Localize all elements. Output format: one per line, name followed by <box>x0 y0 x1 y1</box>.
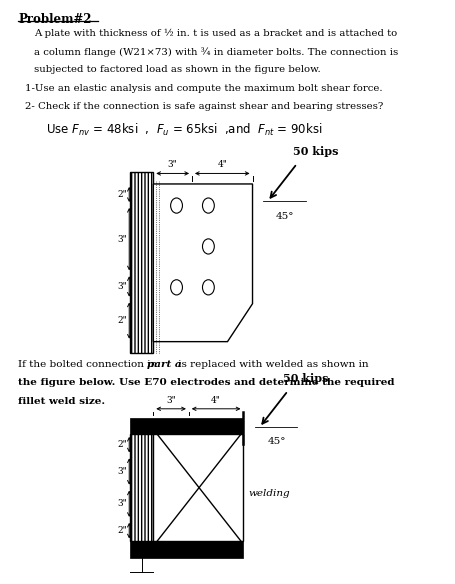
Text: Problem#2: Problem#2 <box>18 13 92 26</box>
Text: 4": 4" <box>211 396 221 405</box>
Text: 3": 3" <box>168 161 177 169</box>
Text: 3": 3" <box>118 282 127 291</box>
Text: 4": 4" <box>217 161 227 169</box>
Text: 3": 3" <box>166 396 176 405</box>
Text: Use $F_{nv}$ = 48ksi  ,  $F_{u}$ = 65ksi  ,and  $F_{nt}$ = 90ksi: Use $F_{nv}$ = 48ksi , $F_{u}$ = 65ksi ,… <box>46 121 322 138</box>
Bar <box>130 434 153 541</box>
Text: subjected to factored load as shown in the figure below.: subjected to factored load as shown in t… <box>34 65 321 74</box>
Text: the figure below. Use E70 electrodes and determine the required: the figure below. Use E70 electrodes and… <box>18 378 394 387</box>
Text: If the bolted connection in: If the bolted connection in <box>18 360 161 369</box>
Polygon shape <box>153 184 253 342</box>
Text: 45°: 45° <box>276 212 294 221</box>
Text: 2": 2" <box>118 440 127 449</box>
Text: part a: part a <box>147 360 182 369</box>
Text: 2": 2" <box>118 526 127 535</box>
Text: welding: welding <box>248 489 289 498</box>
Bar <box>130 418 243 434</box>
Circle shape <box>171 280 182 295</box>
Text: a column flange (W21×73) with ¾ in diameter bolts. The connection is: a column flange (W21×73) with ¾ in diame… <box>34 47 399 57</box>
Bar <box>130 541 243 558</box>
Text: 1-Use an elastic analysis and compute the maximum bolt shear force.: 1-Use an elastic analysis and compute th… <box>25 84 383 92</box>
Bar <box>130 172 153 353</box>
Circle shape <box>171 198 182 213</box>
Bar <box>130 172 153 353</box>
Text: 50 kips: 50 kips <box>293 145 338 157</box>
Text: 50 kips: 50 kips <box>283 373 329 384</box>
Text: fillet weld size.: fillet weld size. <box>18 397 105 406</box>
Text: is replaced with welded as shown in: is replaced with welded as shown in <box>175 360 369 369</box>
Text: 2": 2" <box>118 190 127 199</box>
Text: 2- Check if the connection is safe against shear and bearing stresses?: 2- Check if the connection is safe again… <box>25 102 383 110</box>
Text: 45°: 45° <box>268 437 286 446</box>
Text: A plate with thickness of ½ in. t is used as a bracket and is attached to: A plate with thickness of ½ in. t is use… <box>34 29 397 39</box>
Text: 3": 3" <box>118 467 127 476</box>
Bar <box>130 434 153 541</box>
Circle shape <box>202 239 214 254</box>
Text: 3": 3" <box>118 499 127 508</box>
Circle shape <box>202 280 214 295</box>
Circle shape <box>202 198 214 213</box>
Text: 3": 3" <box>118 235 127 244</box>
Text: 2": 2" <box>118 316 127 325</box>
Bar <box>153 434 243 541</box>
